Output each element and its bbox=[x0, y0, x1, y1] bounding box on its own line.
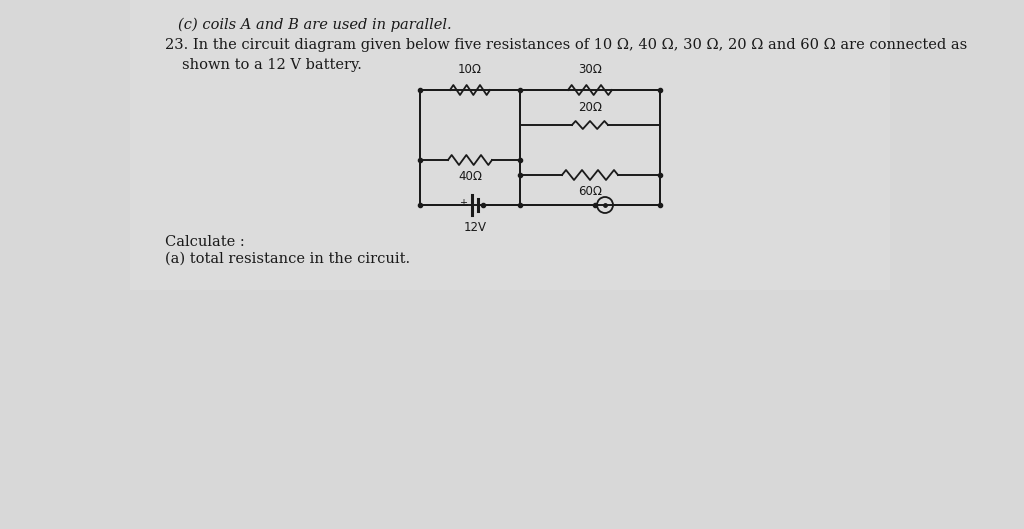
Text: 20Ω: 20Ω bbox=[578, 101, 602, 114]
Text: 40Ω: 40Ω bbox=[458, 170, 482, 183]
Text: Calculate :: Calculate : bbox=[165, 235, 245, 249]
Text: (a) total resistance in the circuit.: (a) total resistance in the circuit. bbox=[165, 252, 411, 266]
Text: 12V: 12V bbox=[464, 221, 486, 234]
Text: 23. In the circuit diagram given below five resistances of 10 Ω, 40 Ω, 30 Ω, 20 : 23. In the circuit diagram given below f… bbox=[165, 38, 968, 52]
Text: 60Ω: 60Ω bbox=[578, 185, 602, 198]
Bar bbox=[130, 0, 890, 290]
Text: (c) coils A and B are used in parallel.: (c) coils A and B are used in parallel. bbox=[178, 18, 452, 32]
Text: 10Ω: 10Ω bbox=[458, 63, 482, 76]
Bar bbox=[130, 0, 890, 290]
Text: 30Ω: 30Ω bbox=[579, 63, 602, 76]
Text: +: + bbox=[459, 198, 467, 208]
Text: shown to a 12 V battery.: shown to a 12 V battery. bbox=[182, 58, 361, 72]
